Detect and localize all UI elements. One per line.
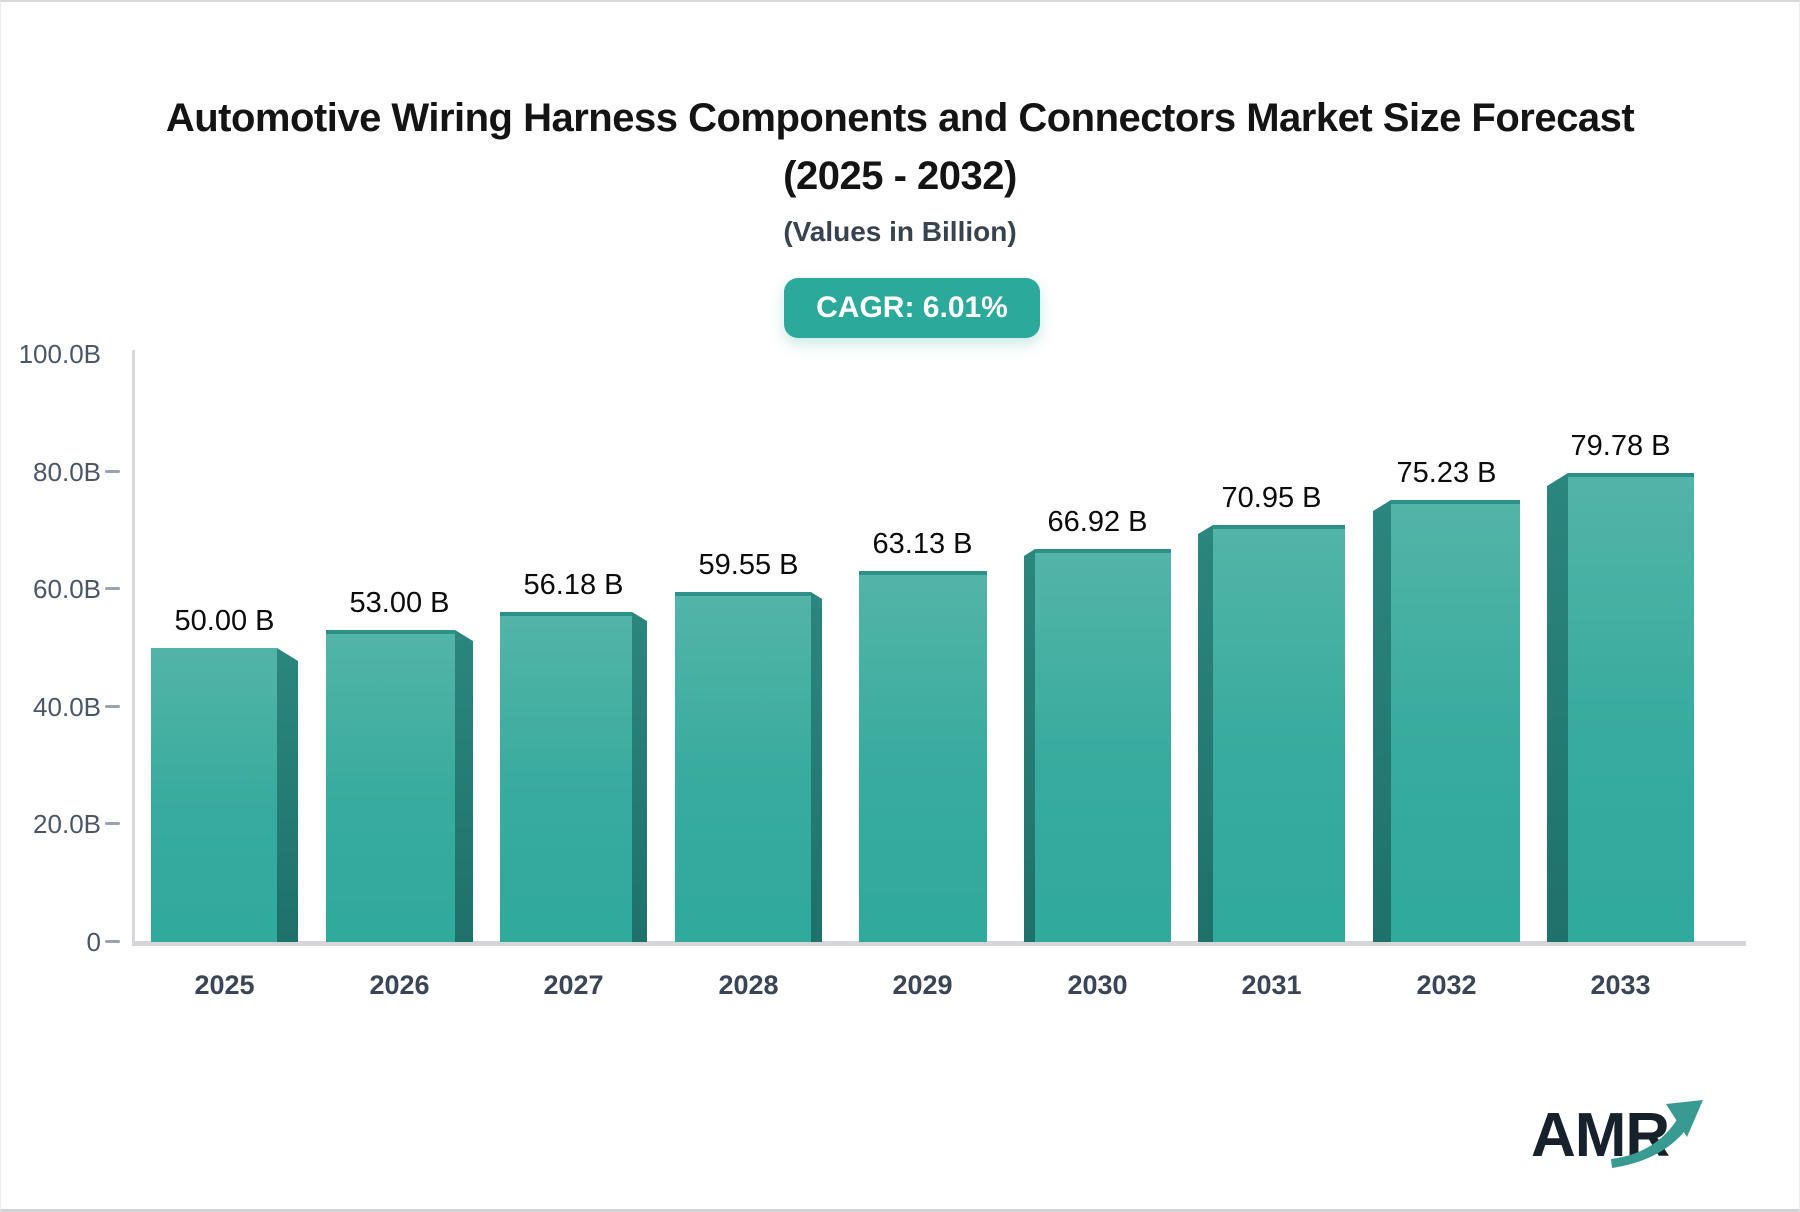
amr-logo-text: AMR — [1531, 1101, 1669, 1170]
bar-side-face — [1547, 473, 1568, 942]
bar-front-face — [859, 571, 987, 942]
bar-value-label-2025: 50.00 B — [174, 605, 275, 637]
bar-value-label-2031: 70.95 B — [1221, 482, 1322, 514]
x-tick-label-2029: 2029 — [892, 970, 953, 1000]
y-tick-mark — [105, 587, 120, 591]
bar-2032[interactable] — [1373, 500, 1520, 942]
x-tick-label-2033: 2033 — [1590, 970, 1651, 1000]
bar-side-face — [1373, 500, 1391, 942]
bar-front-face — [1213, 525, 1345, 942]
bar-2025[interactable] — [151, 648, 298, 942]
y-tick-label-80.0B: 80.0B — [33, 456, 101, 487]
x-tick-label-2027: 2027 — [543, 970, 604, 1000]
x-tick-label-2030: 2030 — [1067, 970, 1128, 1000]
bar-front-face — [1568, 473, 1694, 942]
y-tick-label-60.0B: 60.0B — [33, 574, 101, 605]
chart-title-line-1: Automotive Wiring Harness Components and… — [165, 96, 1635, 140]
bar-2027[interactable] — [500, 612, 647, 942]
y-tick-mark — [105, 822, 120, 826]
bar-side-face — [811, 592, 822, 942]
y-tick-mark — [105, 469, 120, 473]
x-axis-baseline — [132, 941, 1746, 946]
x-tick-label-2025: 2025 — [194, 970, 255, 1000]
bar-front-face — [500, 612, 632, 942]
bar-value-label-2027: 56.18 B — [523, 569, 624, 601]
bar-value-label-2033: 79.78 B — [1570, 430, 1671, 462]
bar-value-label-2028: 59.55 B — [698, 549, 799, 581]
y-tick-label-0: 0 — [86, 927, 101, 957]
chart-title-line-2: (2025 - 2032) — [783, 154, 1017, 198]
bar-2031[interactable] — [1198, 525, 1345, 942]
amr-logo-graphic: AMR — [1531, 1100, 1703, 1170]
y-tick-label-100.0B: 100.0B — [18, 339, 101, 369]
bar-value-label-2026: 53.00 B — [349, 587, 450, 619]
bar-side-face — [277, 648, 298, 942]
bar-value-label-2029: 63.13 B — [872, 528, 973, 560]
chart-subtitle: (Values in Billion) — [783, 216, 1017, 247]
bar-front-face — [675, 592, 811, 942]
amr-logo: AMR — [1511, 1082, 1771, 1192]
bar-front-face — [151, 648, 277, 942]
bar-2033[interactable] — [1547, 473, 1694, 942]
bar-side-face — [1024, 549, 1035, 942]
y-tick-mark — [105, 940, 120, 943]
bar-value-label-2032: 75.23 B — [1396, 457, 1497, 489]
y-tick-mark — [105, 704, 120, 708]
x-tick-label-2026: 2026 — [369, 970, 430, 1000]
growth-arrow-icon — [1611, 1100, 1703, 1168]
x-tick-label-2031: 2031 — [1241, 970, 1302, 1000]
x-tick-label-2032: 2032 — [1416, 970, 1477, 1000]
bar-value-label-2030: 66.92 B — [1047, 506, 1148, 538]
bar-2028[interactable] — [675, 592, 822, 942]
bar-2030[interactable] — [1024, 549, 1171, 942]
bar-2026[interactable] — [326, 630, 473, 942]
bar-side-face — [632, 612, 647, 942]
bar-side-face — [1198, 525, 1213, 942]
bar-front-face — [1391, 500, 1520, 942]
bar-side-face — [455, 630, 473, 942]
bar-front-face — [1035, 549, 1171, 942]
x-tick-label-2028: 2028 — [718, 970, 779, 1000]
y-tick-label-40.0B: 40.0B — [33, 691, 101, 722]
bar-front-face — [326, 630, 455, 942]
cagr-badge: CAGR: 6.01% — [784, 278, 1040, 338]
chart-header: Automotive Wiring Harness Components and… — [1, 98, 1799, 338]
y-tick-label-20.0B: 20.0B — [33, 809, 101, 840]
bar-2029[interactable] — [849, 571, 996, 942]
y-axis-line — [132, 350, 135, 944]
